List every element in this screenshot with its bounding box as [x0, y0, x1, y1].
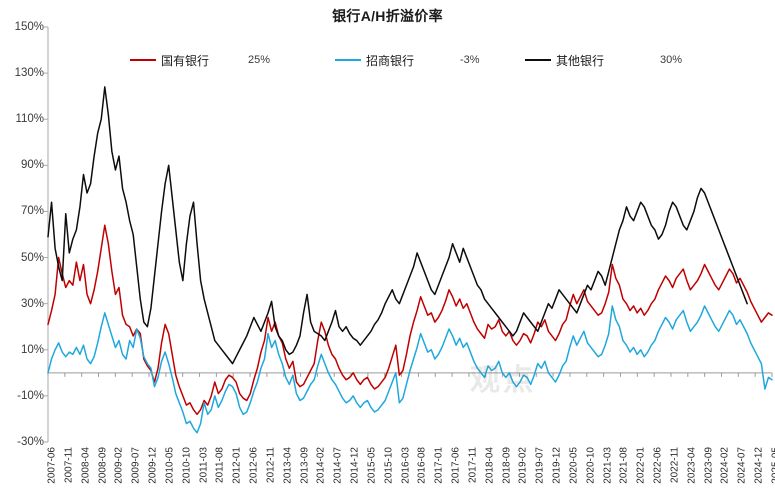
y-tick-label: -10% — [17, 389, 44, 402]
legend-swatch-1 — [335, 59, 361, 61]
legend-swatch-2 — [525, 59, 551, 61]
legend-label-1: 招商银行 — [366, 53, 415, 68]
y-tick-label: 30% — [20, 297, 44, 310]
x-tick-label: 2023-09 — [703, 447, 715, 484]
x-tick-label: 2010-10 — [181, 447, 193, 484]
x-tick-label: 2007-06 — [46, 447, 58, 484]
x-tick-label: 2025-05 — [770, 447, 775, 484]
x-tick-label: 2022-11 — [669, 447, 681, 483]
y-tick-label: 130% — [14, 67, 44, 80]
x-tick-label: 2017-01 — [433, 447, 445, 484]
x-tick-label: 2017-06 — [450, 447, 462, 484]
x-tick-label: 2019-12 — [551, 447, 563, 484]
series-line-1 — [47, 305, 773, 434]
x-tick-label: 2014-02 — [315, 447, 327, 484]
x-tick-label: 2012-01 — [231, 447, 243, 484]
x-tick-label: 2019-02 — [517, 447, 529, 484]
chart-legend: 国有银行 25% 招商银行 -3% 其他银行 30% — [130, 50, 750, 70]
legend-label-2: 其他银行 — [556, 53, 605, 68]
x-tick-label: 2013-09 — [299, 447, 311, 484]
x-tick-label: 2008-04 — [80, 447, 92, 484]
x-tick-label: 2022-06 — [652, 447, 664, 484]
x-tick-label: 2014-12 — [349, 447, 361, 484]
x-tick-label: 2023-04 — [686, 447, 698, 484]
x-tick-label: 2012-11 — [265, 447, 277, 483]
x-tick-label: 2016-03 — [400, 447, 412, 484]
x-tick-label: 2011-08 — [214, 447, 226, 483]
chart-title: 银行A/H折溢价率 — [332, 8, 443, 24]
legend-item-0[interactable]: 国有银行 — [130, 50, 209, 70]
x-tick-label: 2010-05 — [164, 447, 176, 484]
x-tick-label: 2013-04 — [282, 447, 294, 484]
x-tick-label: 2017-11 — [467, 447, 479, 483]
legend-value-1: -3% — [460, 54, 480, 66]
series-line-2 — [47, 86, 748, 365]
x-tick-label: 2020-05 — [568, 447, 580, 484]
legend-label-0: 国有银行 — [161, 53, 210, 68]
x-tick-label: 2009-07 — [130, 447, 142, 484]
y-tick-label: 110% — [15, 113, 44, 126]
x-tick-label: 2024-02 — [719, 447, 731, 484]
x-tick-label: 2015-10 — [383, 447, 395, 484]
x-tick-label: 2024-12 — [753, 447, 765, 484]
series-line-0 — [47, 224, 773, 416]
legend-value-2: 30% — [660, 54, 683, 66]
x-tick-label: 2012-06 — [248, 447, 260, 484]
x-tick-label: 2009-12 — [147, 447, 159, 484]
y-tick-label: 70% — [20, 205, 44, 218]
x-tick-label: 2014-07 — [332, 447, 344, 484]
legend-value-0: 25% — [248, 54, 271, 66]
x-tick-label: 2011-03 — [198, 447, 210, 483]
y-tick-label: 90% — [20, 159, 44, 172]
legend-item-2[interactable]: 其他银行 — [525, 50, 604, 70]
y-tick-label: -30% — [17, 436, 44, 448]
x-tick-label: 2016-08 — [416, 447, 428, 484]
x-tick-label: 2024-07 — [736, 447, 748, 484]
y-tick-label: 10% — [20, 343, 44, 356]
x-tick-label: 2007-11 — [63, 447, 75, 483]
x-tick-label: 2008-09 — [97, 447, 108, 484]
y-tick-label: 150% — [14, 21, 44, 33]
x-tick-label: 2015-05 — [366, 447, 378, 484]
x-tick-label: 2018-04 — [484, 447, 496, 484]
y-axis-labels: 150% 130% 110% 90% 70% 50% 30% 10% -10% -30% — [0, 0, 44, 500]
y-tick-label: 50% — [20, 251, 44, 264]
x-tick-label: 2022-01 — [635, 447, 647, 484]
x-tick-label: 2021-03 — [602, 447, 614, 484]
x-tick-label: 2018-09 — [501, 447, 513, 484]
x-tick-label: 2019-07 — [534, 447, 546, 484]
legend-swatch-0 — [130, 59, 156, 61]
legend-item-1[interactable]: 招商银行 — [335, 50, 414, 70]
x-tick-label: 2009-02 — [113, 447, 125, 484]
x-tick-label: 2021-08 — [618, 447, 630, 484]
x-tick-label: 2020-10 — [585, 447, 597, 484]
